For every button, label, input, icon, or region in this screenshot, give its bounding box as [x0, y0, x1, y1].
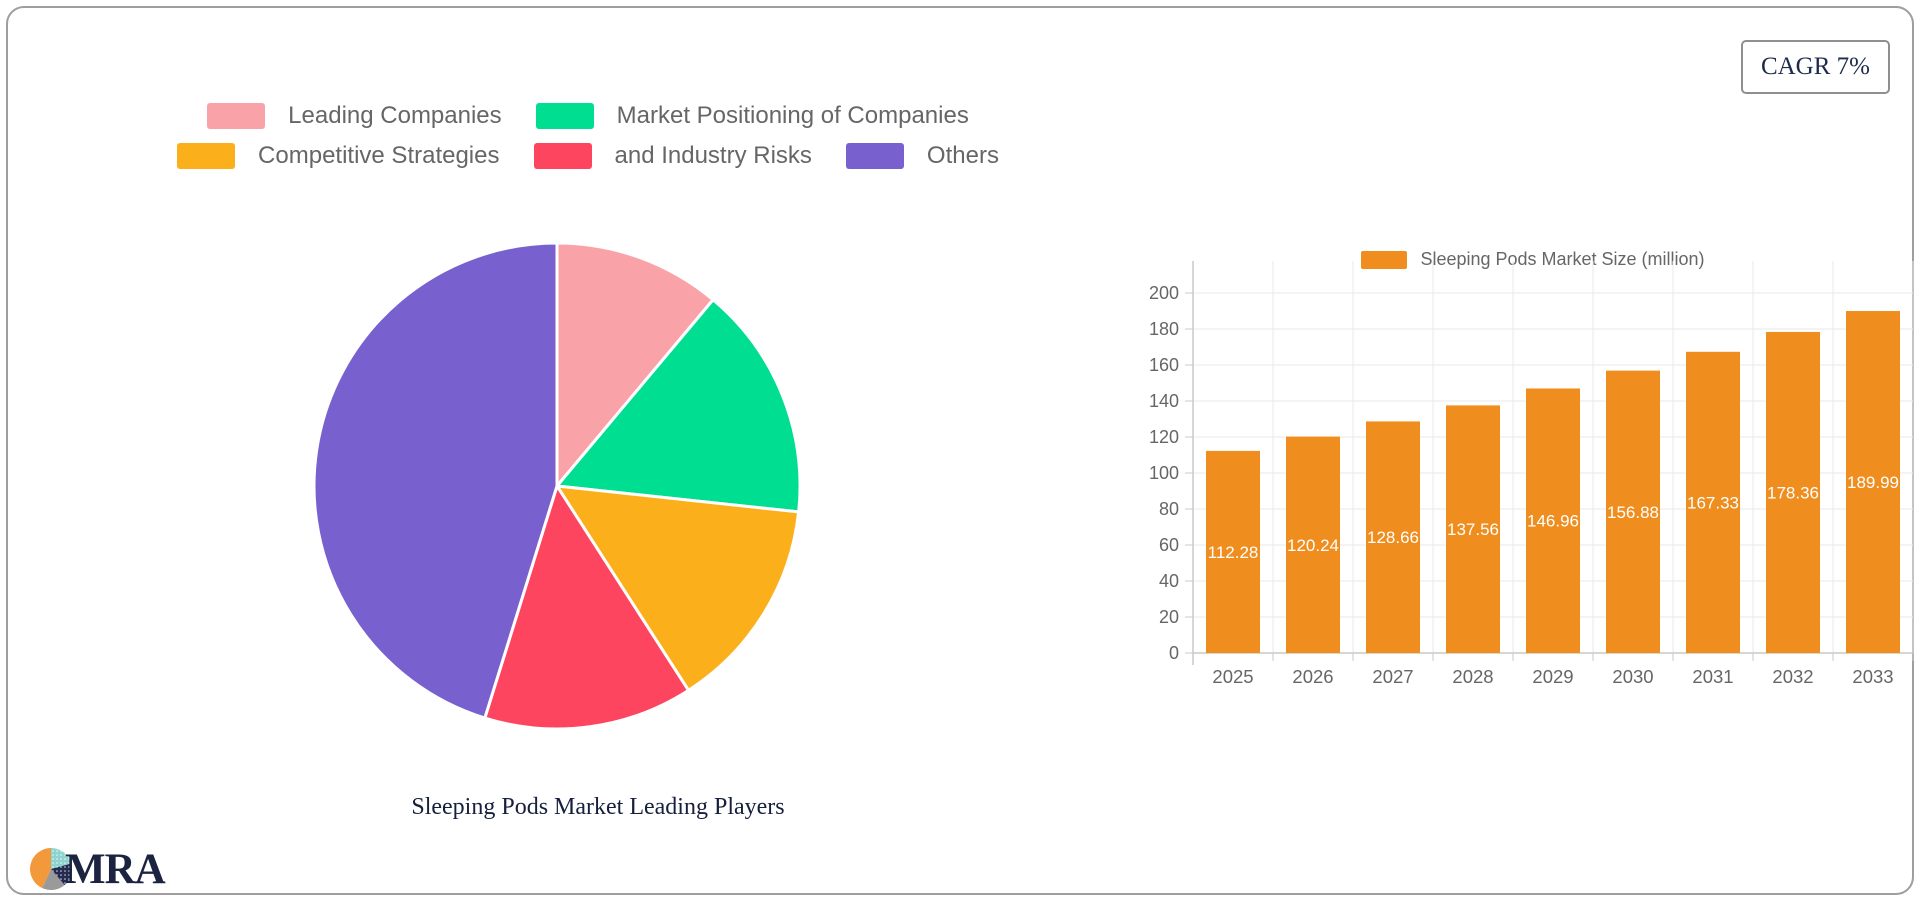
pie-legend-swatch — [845, 143, 904, 169]
y-tick-label: 40 — [1159, 571, 1179, 591]
pie-legend-label: Others — [926, 142, 999, 169]
pie-legend-row: Competitive Strategies and Industry Risks… — [177, 142, 999, 170]
pie-legend: Leading Companies Market Positioning of C… — [38, 102, 1138, 170]
bar-legend-label: Sleeping Pods Market Size (million) — [1420, 249, 1705, 269]
cagr-badge: CAGR 7% — [1740, 40, 1890, 94]
y-tick-label: 20 — [1159, 607, 1179, 627]
x-tick-label: 2026 — [1292, 666, 1333, 687]
pie-slice — [555, 241, 715, 488]
x-tick-label: 2032 — [1772, 666, 1813, 687]
logo-pie-icon — [30, 848, 72, 890]
x-tick-label: 2027 — [1372, 666, 1413, 687]
pie-chart — [312, 241, 802, 731]
logo-pie-slice-texture — [51, 848, 72, 869]
y-tick-label: 160 — [1149, 355, 1179, 375]
y-tick-label: 120 — [1149, 427, 1179, 447]
bar-value-label: 156.88 — [1607, 503, 1659, 522]
pie-legend-label: Market Positioning of Companies — [616, 102, 969, 129]
bar-value-label: 167.33 — [1687, 493, 1739, 512]
pie-legend-item[interactable]: Leading Companies — [207, 102, 502, 130]
bar — [1366, 421, 1420, 653]
x-tick-label: 2033 — [1852, 666, 1893, 687]
y-tick-label: 200 — [1149, 283, 1179, 303]
bar — [1206, 450, 1260, 653]
pie-legend-item[interactable]: Competitive Strategies — [177, 142, 500, 170]
bar-value-label: 112.28 — [1208, 543, 1259, 562]
pie-slice — [555, 484, 801, 692]
bar — [1446, 405, 1500, 653]
pie-legend-item[interactable]: and Industry Risks — [533, 142, 812, 170]
bar — [1846, 311, 1900, 653]
logo-pie-slice — [30, 848, 51, 889]
y-tick-label: 60 — [1159, 535, 1179, 555]
pie-slice — [483, 484, 690, 731]
y-tick-label: 0 — [1169, 643, 1179, 663]
bar — [1526, 388, 1580, 653]
pie-legend-swatch — [533, 143, 592, 169]
y-tick-label: 140 — [1149, 391, 1179, 411]
bar-value-label: 120.24 — [1287, 536, 1339, 555]
pie-slice — [555, 298, 802, 514]
bar-value-label: 137.56 — [1447, 520, 1499, 539]
bar — [1766, 331, 1820, 653]
pie-chart-title: Sleeping Pods Market Leading Players — [411, 794, 785, 820]
x-tick-label: 2029 — [1532, 666, 1573, 687]
logo: MRA — [28, 845, 166, 893]
pie-legend-item[interactable]: Market Positioning of Companies — [535, 102, 969, 130]
logo-text: MRA — [65, 845, 166, 893]
pie-legend-row: Leading Companies Market Positioning of C… — [207, 102, 969, 130]
y-tick-label: 80 — [1159, 499, 1179, 519]
bar-value-label: 128.66 — [1367, 528, 1419, 547]
pie-slice — [312, 241, 559, 720]
pie-legend-item[interactable]: Others — [845, 142, 999, 170]
bar-value-label: 146.96 — [1527, 512, 1579, 531]
y-tick-label: 180 — [1149, 319, 1179, 339]
x-tick-label: 2031 — [1692, 666, 1733, 687]
pie-legend-swatch — [535, 103, 594, 129]
bar-legend-item[interactable]: Sleeping Pods Market Size (million) — [1138, 249, 1920, 270]
bar-value-label: 189.99 — [1847, 473, 1899, 492]
pie-legend-swatch — [177, 143, 236, 169]
bar — [1286, 436, 1340, 653]
x-tick-label: 2030 — [1612, 666, 1653, 687]
chart-card: CAGR 7% Leading Companies Market Position… — [6, 6, 1914, 895]
bar-value-label: 178.36 — [1767, 483, 1819, 502]
pie-legend-label: Competitive Strategies — [258, 142, 500, 169]
bar-legend-swatch — [1361, 250, 1408, 269]
bar-chart: 0 20 40 60 80 100 120 140 160 180 200 112.28 2025 120… — [1149, 261, 1914, 687]
y-tick-label: 100 — [1149, 463, 1179, 483]
logo-pie-slice-texture — [51, 863, 72, 886]
x-tick-label: 2028 — [1452, 666, 1493, 687]
bar — [1606, 370, 1660, 653]
pie-legend-label: Leading Companies — [288, 102, 502, 129]
bar — [1686, 351, 1740, 653]
pie-legend-swatch — [207, 103, 266, 129]
x-tick-label: 2025 — [1212, 666, 1253, 687]
pie-legend-label: and Industry Risks — [614, 142, 812, 169]
logo-pie-slice — [42, 869, 65, 890]
